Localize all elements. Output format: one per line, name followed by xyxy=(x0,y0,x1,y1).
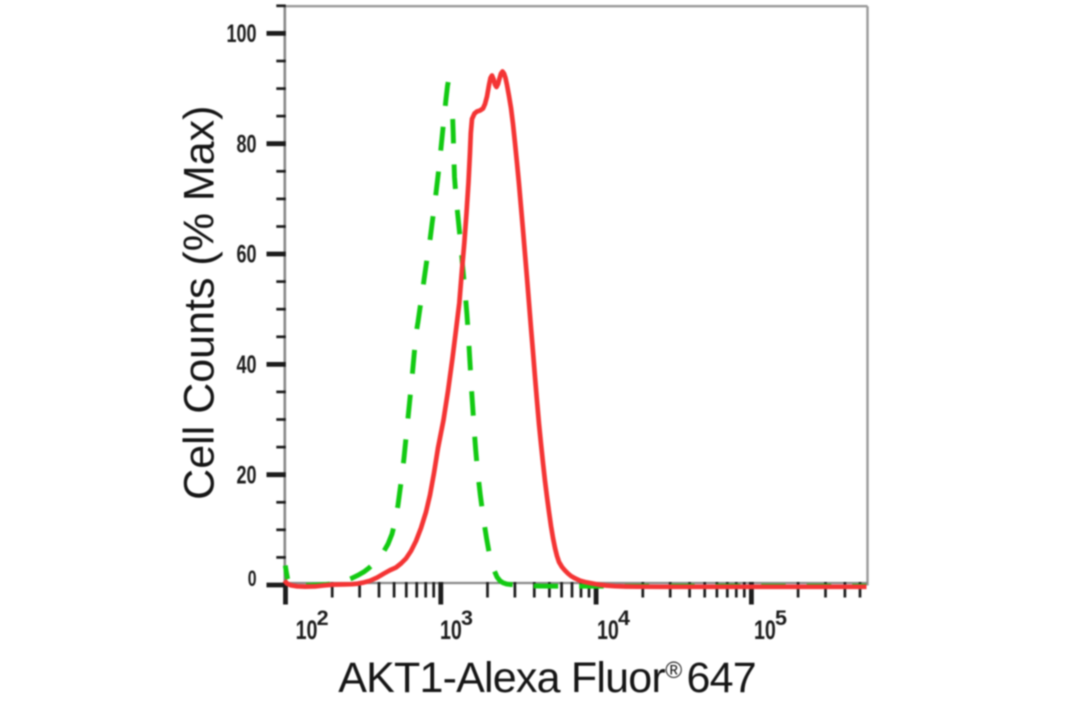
svg-text:10: 10 xyxy=(597,615,619,645)
svg-text:4: 4 xyxy=(618,606,630,630)
svg-text:10: 10 xyxy=(296,615,318,645)
svg-text:5: 5 xyxy=(775,606,787,630)
svg-text:Cell Counts (% Max): Cell Counts (% Max) xyxy=(176,106,224,500)
svg-text:10: 10 xyxy=(440,615,462,645)
svg-text:3: 3 xyxy=(461,606,473,630)
svg-text:80: 80 xyxy=(236,129,256,158)
svg-text:AKT1-Alexa Fluor®647: AKT1-Alexa Fluor® 647 xyxy=(338,654,756,702)
svg-text:40: 40 xyxy=(236,350,256,379)
svg-text:0: 0 xyxy=(248,567,257,591)
svg-text:100: 100 xyxy=(226,19,256,48)
svg-text:2: 2 xyxy=(317,606,329,630)
svg-text:10: 10 xyxy=(754,615,776,645)
svg-text:20: 20 xyxy=(236,460,256,489)
svg-text:60: 60 xyxy=(236,240,256,269)
